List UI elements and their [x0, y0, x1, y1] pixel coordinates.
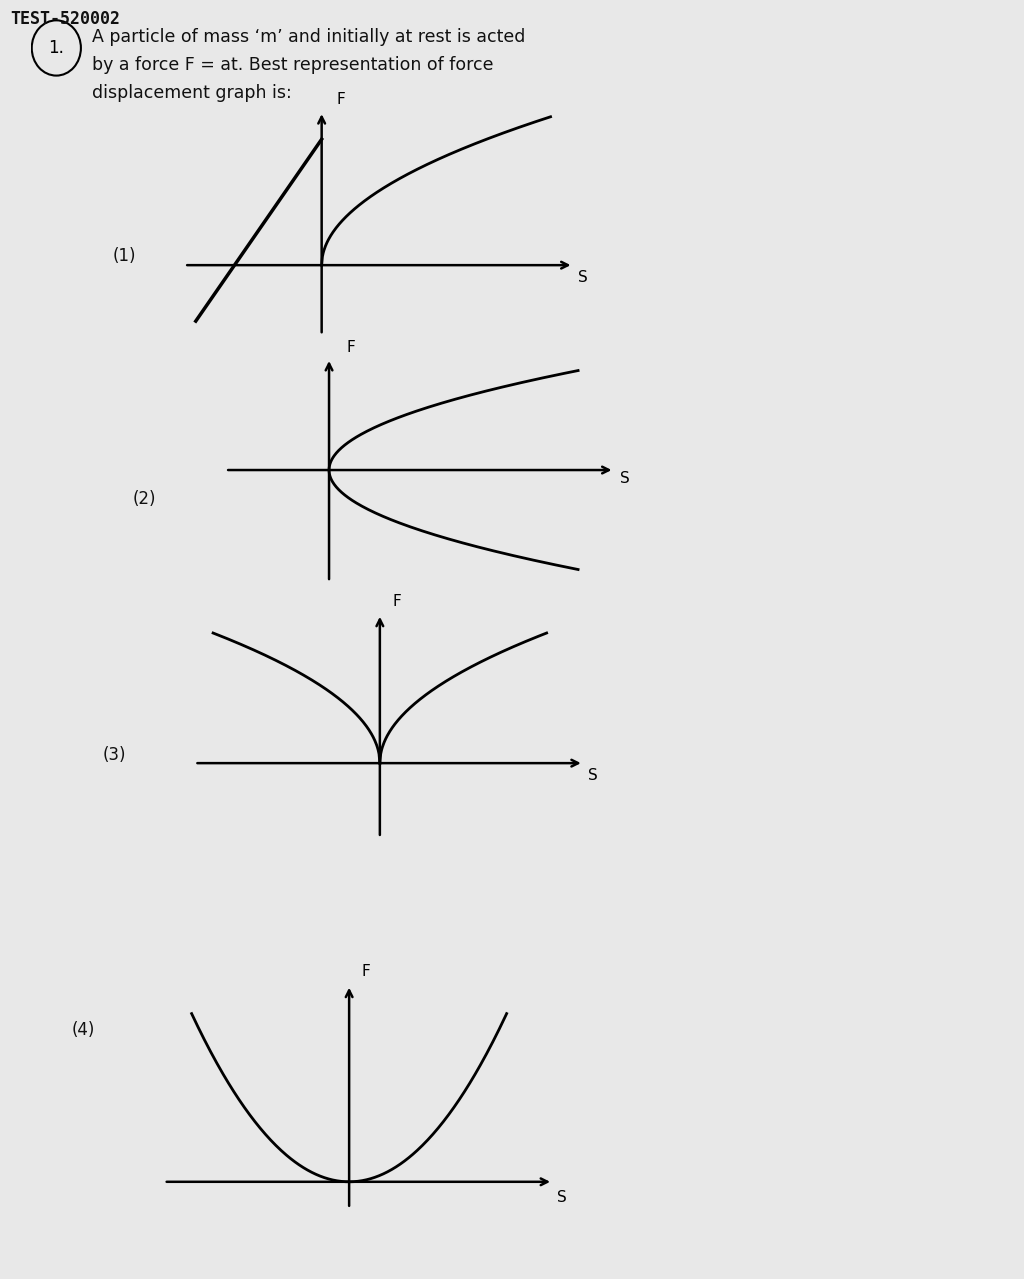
- Text: (2): (2): [133, 490, 157, 508]
- Text: F: F: [337, 92, 345, 106]
- Text: TEST-520002: TEST-520002: [10, 10, 120, 28]
- Text: 1.: 1.: [48, 38, 65, 58]
- Text: F: F: [361, 964, 370, 978]
- Text: S: S: [579, 270, 588, 285]
- Text: (4): (4): [72, 1021, 95, 1039]
- Text: (3): (3): [102, 746, 126, 764]
- Text: by a force F = at. Best representation of force: by a force F = at. Best representation o…: [92, 56, 494, 74]
- Text: S: S: [621, 472, 630, 486]
- Text: S: S: [588, 767, 598, 783]
- Text: A particle of mass ‘m’ and initially at rest is acted: A particle of mass ‘m’ and initially at …: [92, 28, 525, 46]
- Text: displacement graph is:: displacement graph is:: [92, 84, 292, 102]
- Text: F: F: [392, 595, 400, 609]
- Text: F: F: [346, 340, 355, 354]
- Text: S: S: [557, 1189, 567, 1205]
- Text: (1): (1): [113, 247, 136, 265]
